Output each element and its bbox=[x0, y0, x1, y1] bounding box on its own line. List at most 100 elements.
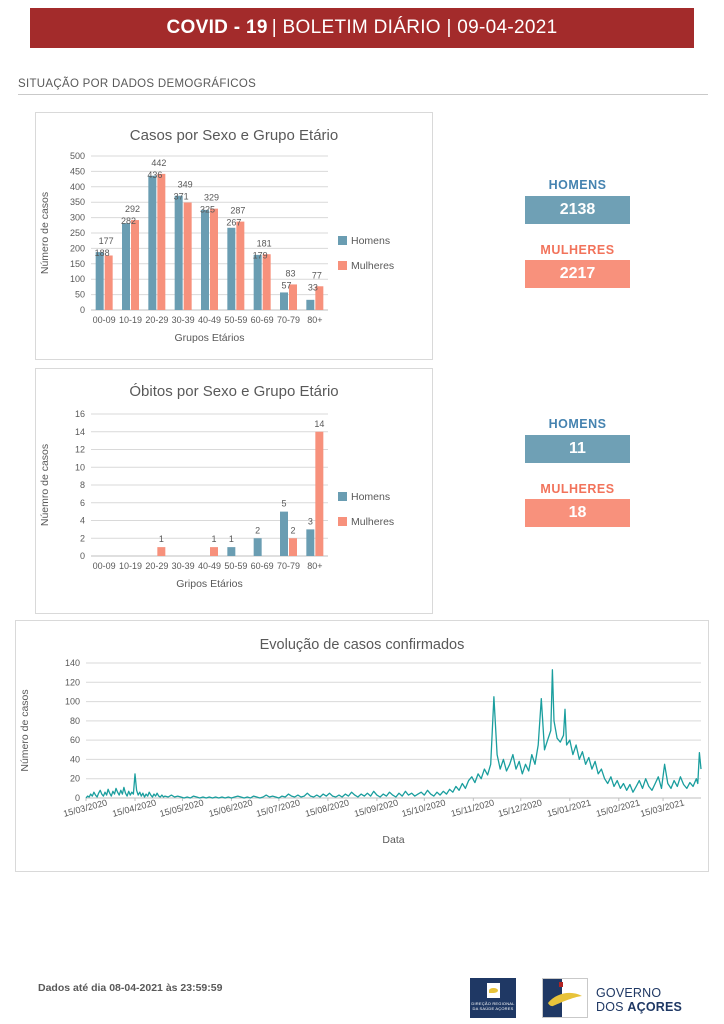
svg-text:371: 371 bbox=[174, 192, 189, 202]
header-banner: COVID - 19 | BOLETIM DIÁRIO | 09-04-2021 bbox=[30, 8, 694, 48]
svg-text:80+: 80+ bbox=[307, 561, 322, 571]
svg-text:8: 8 bbox=[80, 480, 85, 490]
deaths-chart-title: Óbitos por Sexo e Grupo Etário bbox=[129, 383, 339, 400]
svg-text:120: 120 bbox=[65, 677, 80, 687]
svg-text:0: 0 bbox=[80, 551, 85, 561]
svg-text:3: 3 bbox=[308, 516, 313, 526]
svg-text:325: 325 bbox=[200, 205, 215, 215]
svg-text:Número de casos: Número de casos bbox=[19, 689, 31, 771]
svg-text:2: 2 bbox=[255, 525, 260, 535]
cases-mulheres-label: MULHERES bbox=[540, 243, 615, 257]
svg-text:349: 349 bbox=[178, 180, 193, 190]
svg-text:6: 6 bbox=[80, 498, 85, 508]
svg-text:50-59: 50-59 bbox=[224, 315, 247, 325]
svg-text:200: 200 bbox=[70, 243, 85, 253]
svg-text:12: 12 bbox=[75, 445, 85, 455]
svg-text:14: 14 bbox=[75, 427, 85, 437]
logo1-text-line1: DIREÇÃO REGIONAL bbox=[471, 1001, 515, 1006]
svg-text:329: 329 bbox=[204, 193, 219, 203]
svg-text:Mulheres: Mulheres bbox=[351, 516, 394, 528]
svg-text:140: 140 bbox=[65, 658, 80, 668]
svg-text:1: 1 bbox=[229, 534, 234, 544]
header-title-rest: | BOLETIM DIÁRIO | 09-04-2021 bbox=[271, 17, 558, 38]
svg-text:15/07/2020: 15/07/2020 bbox=[255, 797, 301, 818]
svg-text:15/10/2020: 15/10/2020 bbox=[401, 797, 447, 818]
svg-text:Mulheres: Mulheres bbox=[351, 260, 394, 272]
logo2-acores: AÇORES bbox=[627, 1000, 683, 1014]
svg-text:150: 150 bbox=[70, 259, 85, 269]
svg-text:1: 1 bbox=[159, 534, 164, 544]
svg-text:100: 100 bbox=[65, 697, 80, 707]
svg-text:1: 1 bbox=[211, 534, 216, 544]
svg-text:181: 181 bbox=[257, 238, 272, 248]
svg-text:77: 77 bbox=[312, 270, 322, 280]
svg-text:60: 60 bbox=[70, 735, 80, 745]
svg-text:100: 100 bbox=[70, 274, 85, 284]
direcao-regional-saude-logo: DIREÇÃO REGIONAL DA SAÚDE AÇORES bbox=[470, 978, 516, 1018]
svg-text:0: 0 bbox=[75, 793, 80, 803]
svg-text:Homens: Homens bbox=[351, 235, 390, 247]
svg-text:5: 5 bbox=[281, 499, 286, 509]
svg-text:20-29: 20-29 bbox=[145, 561, 168, 571]
svg-text:500: 500 bbox=[70, 151, 85, 161]
svg-text:60-69: 60-69 bbox=[251, 315, 274, 325]
svg-text:2: 2 bbox=[290, 525, 295, 535]
deaths-by-sex-age-panel: Óbitos por Sexo e Grupo Etário 0 2 4 6 8 10 12… bbox=[35, 368, 433, 614]
svg-text:33: 33 bbox=[308, 282, 318, 292]
svg-text:70-79: 70-79 bbox=[277, 315, 300, 325]
svg-text:50: 50 bbox=[75, 290, 85, 300]
cases-homens-value-box: 2138 bbox=[525, 196, 630, 224]
svg-text:15/03/2020: 15/03/2020 bbox=[62, 797, 108, 818]
svg-text:Homens: Homens bbox=[351, 491, 390, 503]
section-title: SITUAÇÃO POR DADOS DEMOGRÁFICOS bbox=[18, 78, 257, 90]
svg-text:16: 16 bbox=[75, 409, 85, 419]
cases-homens-label: HOMENS bbox=[548, 178, 607, 192]
svg-text:20-29: 20-29 bbox=[145, 315, 168, 325]
svg-text:450: 450 bbox=[70, 166, 85, 176]
svg-text:83: 83 bbox=[285, 268, 295, 278]
logo2-dos: DOS bbox=[596, 1000, 628, 1014]
svg-text:292: 292 bbox=[125, 204, 140, 214]
svg-text:50-59: 50-59 bbox=[224, 561, 247, 571]
svg-text:57: 57 bbox=[281, 280, 291, 290]
svg-text:15/05/2020: 15/05/2020 bbox=[159, 797, 205, 818]
svg-text:00-09: 00-09 bbox=[93, 315, 116, 325]
cases-by-sex-age-panel: Casos por Sexo e Grupo Etário 0 50 100 150 2… bbox=[35, 112, 433, 360]
svg-text:40: 40 bbox=[70, 754, 80, 764]
svg-text:14: 14 bbox=[314, 419, 324, 429]
svg-text:188: 188 bbox=[95, 248, 110, 258]
svg-text:Gripos Etários: Gripos Etários bbox=[176, 578, 243, 590]
governo-dos-acores-wordmark: GOVERNO DOS AÇORES bbox=[596, 986, 682, 1014]
cases-chart-title: Casos por Sexo e Grupo Etário bbox=[129, 127, 339, 144]
svg-text:177: 177 bbox=[99, 236, 114, 246]
svg-text:282: 282 bbox=[121, 216, 136, 226]
svg-text:60-69: 60-69 bbox=[251, 561, 274, 571]
cases-mulheres-value-box: 2217 bbox=[525, 260, 630, 288]
evolution-chart-title: Evolução de casos confirmados bbox=[259, 637, 465, 653]
svg-text:15/02/2021: 15/02/2021 bbox=[595, 797, 641, 818]
svg-text:442: 442 bbox=[151, 158, 166, 168]
svg-text:40-49: 40-49 bbox=[198, 315, 221, 325]
deaths-homens-value-box: 11 bbox=[525, 435, 630, 463]
azores-flag-icon bbox=[542, 978, 588, 1018]
svg-text:00-09: 00-09 bbox=[93, 561, 116, 571]
svg-text:30-39: 30-39 bbox=[172, 315, 195, 325]
svg-text:15/01/2021: 15/01/2021 bbox=[546, 797, 592, 818]
deaths-mulheres-label: MULHERES bbox=[540, 482, 615, 496]
svg-text:80+: 80+ bbox=[307, 315, 322, 325]
svg-text:15/08/2020: 15/08/2020 bbox=[304, 797, 350, 818]
svg-text:15/12/2020: 15/12/2020 bbox=[497, 797, 543, 818]
logo1-text-line2: DA SAÚDE AÇORES bbox=[472, 1006, 514, 1011]
logo2-governo: GOVERNO bbox=[596, 986, 662, 1000]
svg-text:250: 250 bbox=[70, 228, 85, 238]
svg-text:Número de casos: Número de casos bbox=[39, 192, 51, 274]
svg-text:70-79: 70-79 bbox=[277, 561, 300, 571]
svg-text:0: 0 bbox=[80, 305, 85, 315]
svg-text:10: 10 bbox=[75, 462, 85, 472]
cases-bar-chart: 0 50 100 150 200 250 300 350 400 450 500 Grupos Etá… bbox=[39, 151, 394, 344]
svg-text:15/09/2020: 15/09/2020 bbox=[353, 797, 399, 818]
svg-text:15/03/2021: 15/03/2021 bbox=[639, 797, 685, 818]
svg-text:15/06/2020: 15/06/2020 bbox=[208, 797, 254, 818]
